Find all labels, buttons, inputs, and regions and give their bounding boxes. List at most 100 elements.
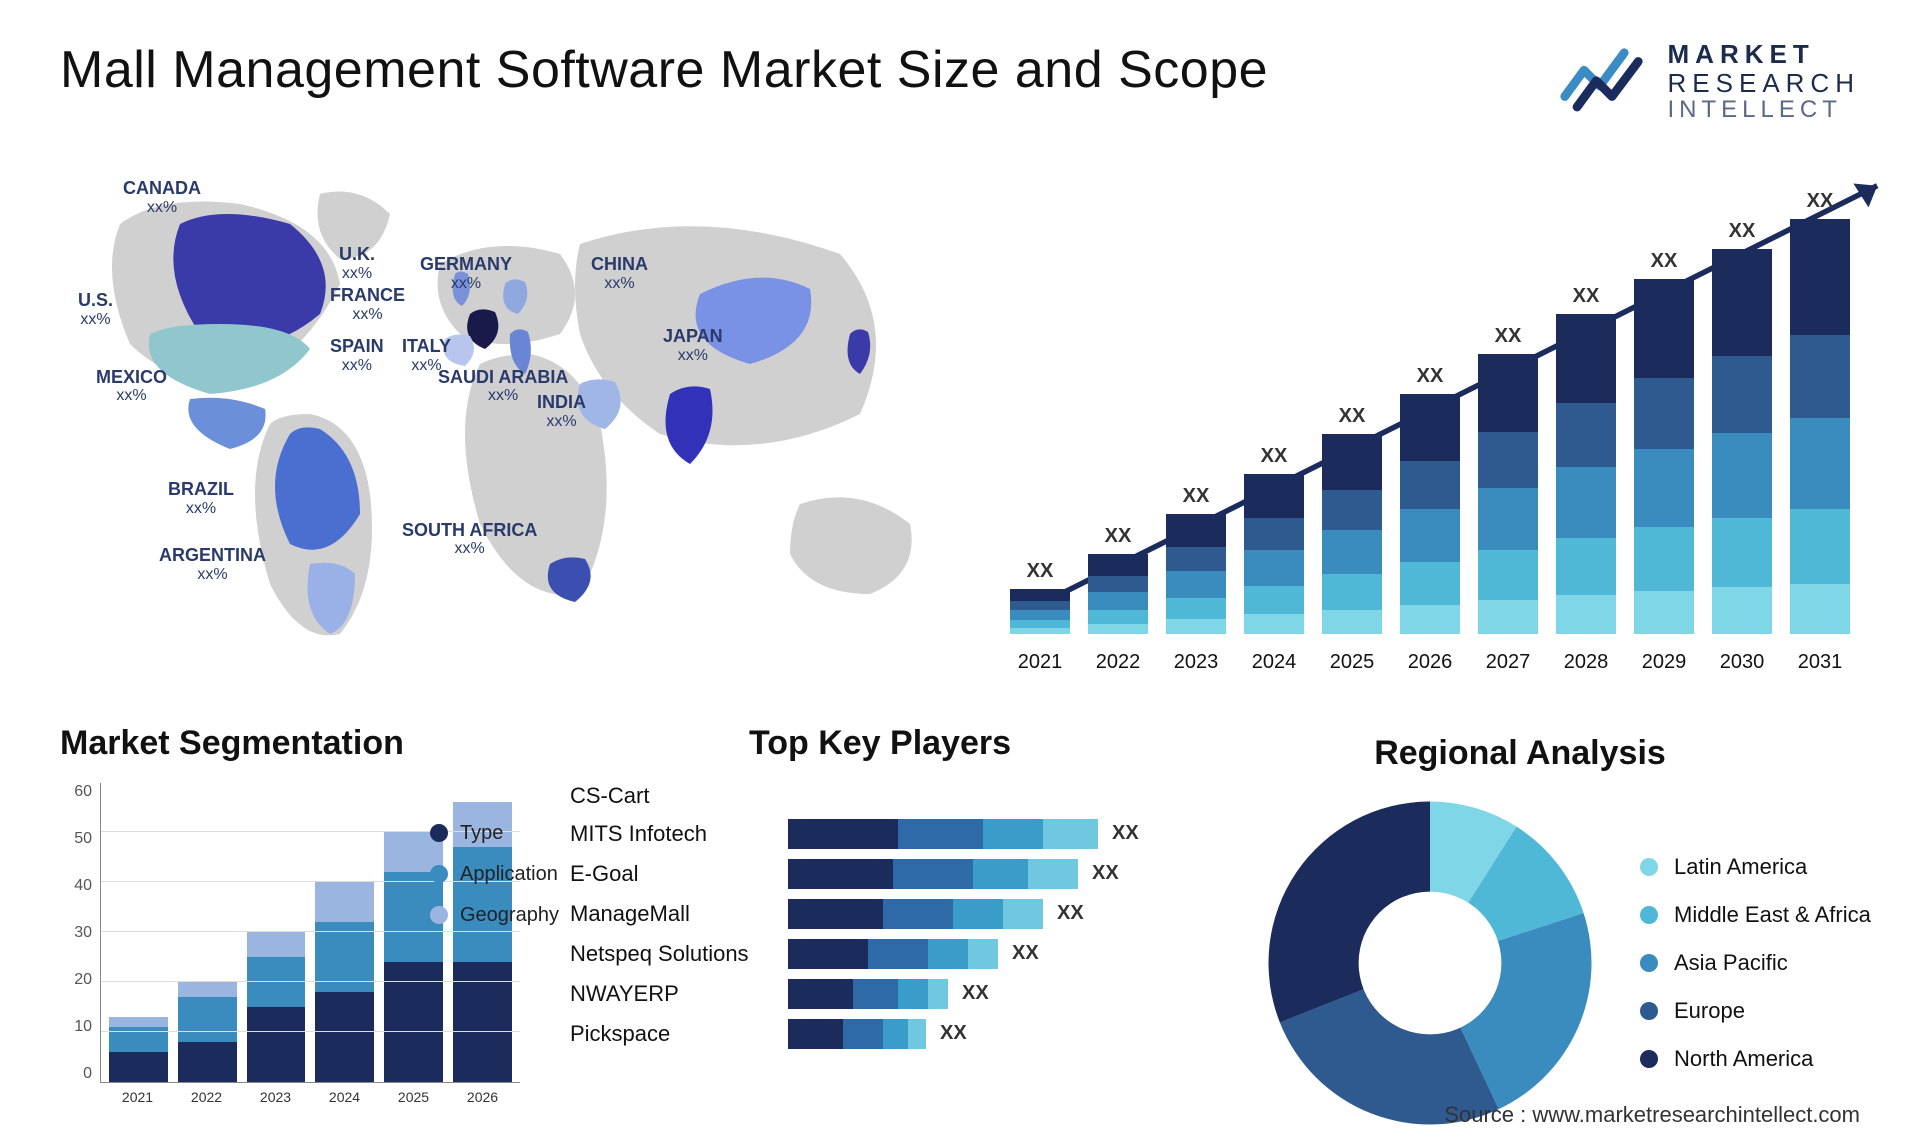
- legend-swatch-icon: [1640, 858, 1658, 876]
- growth-year-label: 2028: [1556, 651, 1616, 674]
- growth-bar: XX: [1478, 325, 1538, 634]
- legend-item: Asia Pacific: [1640, 950, 1871, 976]
- growth-year-label: 2024: [1244, 651, 1304, 674]
- seg-year-label: 2021: [108, 1089, 167, 1105]
- map-label: GERMANYxx%: [420, 255, 512, 292]
- growth-bar-label: XX: [1651, 250, 1678, 273]
- key-player-name: Pickspace: [570, 1021, 770, 1047]
- growth-year-label: 2030: [1712, 651, 1772, 674]
- growth-bar: XX: [1088, 525, 1148, 634]
- growth-year-label: 2025: [1322, 651, 1382, 674]
- map-region-us: [149, 324, 310, 394]
- segmentation-panel: Market Segmentation 6050403020100 202120…: [60, 724, 520, 1144]
- map-label: FRANCExx%: [330, 286, 405, 323]
- logo-line3: INTELLECT: [1668, 97, 1860, 123]
- seg-ytick: 30: [74, 924, 92, 942]
- key-player-row: ManageMall XX: [570, 899, 1190, 929]
- growth-year-label: 2022: [1088, 651, 1148, 674]
- growth-year-label: 2026: [1400, 651, 1460, 674]
- growth-bar: XX: [1790, 190, 1850, 634]
- segmentation-legend: Type Application Geography: [430, 804, 559, 945]
- key-player-value: XX: [1012, 942, 1039, 965]
- seg-year-label: 2025: [384, 1089, 443, 1105]
- growth-year-label: 2021: [1010, 651, 1070, 674]
- key-player-row: Pickspace XX: [570, 1019, 1190, 1049]
- regional-title: Regional Analysis: [1260, 734, 1780, 773]
- growth-bar: XX: [1322, 405, 1382, 634]
- seg-year-label: 2026: [453, 1089, 512, 1105]
- seg-bar: [109, 1017, 168, 1082]
- map-label: MEXICOxx%: [96, 368, 167, 405]
- seg-year-label: 2024: [315, 1089, 374, 1105]
- key-player-value: XX: [1112, 822, 1139, 845]
- map-label: JAPANxx%: [663, 327, 723, 364]
- legend-item: Type: [430, 822, 559, 845]
- seg-ytick: 20: [74, 971, 92, 989]
- key-player-value: XX: [1057, 902, 1084, 925]
- key-players-panel: Top Key Players CS-Cart MITS Infotech XX E-…: [570, 724, 1190, 1144]
- growth-bar: XX: [1634, 250, 1694, 634]
- legend-label: Europe: [1674, 998, 1745, 1024]
- key-player-row: CS-Cart: [570, 783, 1190, 809]
- growth-bar-label: XX: [1183, 485, 1210, 508]
- growth-year-label: 2023: [1166, 651, 1226, 674]
- growth-bar-label: XX: [1339, 405, 1366, 428]
- logo-line2: RESEARCH: [1668, 69, 1860, 98]
- growth-bar-label: XX: [1105, 525, 1132, 548]
- seg-ytick: 60: [74, 783, 92, 801]
- legend-label: Latin America: [1674, 854, 1807, 880]
- key-player-bar: [788, 899, 1043, 929]
- key-player-bar: [788, 859, 1078, 889]
- growth-bar: XX: [1166, 485, 1226, 634]
- key-player-name: E-Goal: [570, 861, 770, 887]
- legend-item: Application: [430, 863, 559, 886]
- legend-item: Europe: [1640, 998, 1871, 1024]
- map-label: SOUTH AFRICAxx%: [402, 521, 537, 558]
- key-player-value: XX: [940, 1022, 967, 1045]
- map-label: ARGENTINAxx%: [159, 546, 266, 583]
- map-region-mex: [188, 397, 265, 448]
- growth-bar-label: XX: [1807, 190, 1834, 213]
- legend-swatch-icon: [430, 824, 448, 842]
- key-player-bar: [788, 979, 948, 1009]
- legend-swatch-icon: [1640, 906, 1658, 924]
- key-player-value: XX: [962, 982, 989, 1005]
- legend-label: North America: [1674, 1046, 1813, 1072]
- legend-label: Application: [460, 863, 558, 886]
- seg-ytick: 10: [74, 1018, 92, 1036]
- legend-label: Asia Pacific: [1674, 950, 1788, 976]
- key-player-row: Netspeq SolutionsXX: [570, 939, 1190, 969]
- map-region-za: [548, 557, 591, 602]
- map-label: BRAZILxx%: [168, 480, 234, 517]
- legend-label: Geography: [460, 904, 559, 927]
- key-player-row: NWAYERPXX: [570, 979, 1190, 1009]
- growth-bar-label: XX: [1027, 560, 1054, 583]
- legend-item: Latin America: [1640, 854, 1871, 880]
- key-player-name: CS-Cart: [570, 783, 770, 809]
- key-players-title: Top Key Players: [570, 724, 1190, 763]
- growth-chart: XXXXXXXXXXXXXXXXXXXXXX 20212022202320242…: [1000, 164, 1860, 674]
- map-label: CHINAxx%: [591, 255, 648, 292]
- world-map: CANADAxx%U.S.xx%MEXICOxx%BRAZILxx%ARGENT…: [60, 164, 960, 674]
- seg-year-label: 2023: [246, 1089, 305, 1105]
- map-region-in: [666, 386, 713, 464]
- seg-ytick: 0: [83, 1065, 92, 1083]
- map-label: U.K.xx%: [339, 245, 375, 282]
- seg-bar: [247, 932, 306, 1082]
- key-player-value: XX: [1092, 862, 1119, 885]
- legend-label: Middle East & Africa: [1674, 902, 1871, 928]
- growth-bar: XX: [1556, 285, 1616, 634]
- seg-ytick: 50: [74, 830, 92, 848]
- logo-mark-icon: [1560, 44, 1650, 119]
- key-player-bar: [788, 819, 1098, 849]
- map-label: INDIAxx%: [537, 393, 586, 430]
- regional-donut: [1260, 793, 1600, 1133]
- legend-swatch-icon: [430, 865, 448, 883]
- key-player-bar: [788, 1019, 926, 1049]
- key-player-name: ManageMall: [570, 901, 770, 927]
- growth-bar-label: XX: [1573, 285, 1600, 308]
- segmentation-title: Market Segmentation: [60, 724, 520, 763]
- legend-label: Type: [460, 822, 503, 845]
- growth-bar: XX: [1244, 445, 1304, 634]
- key-player-name: MITS Infotech: [570, 821, 770, 847]
